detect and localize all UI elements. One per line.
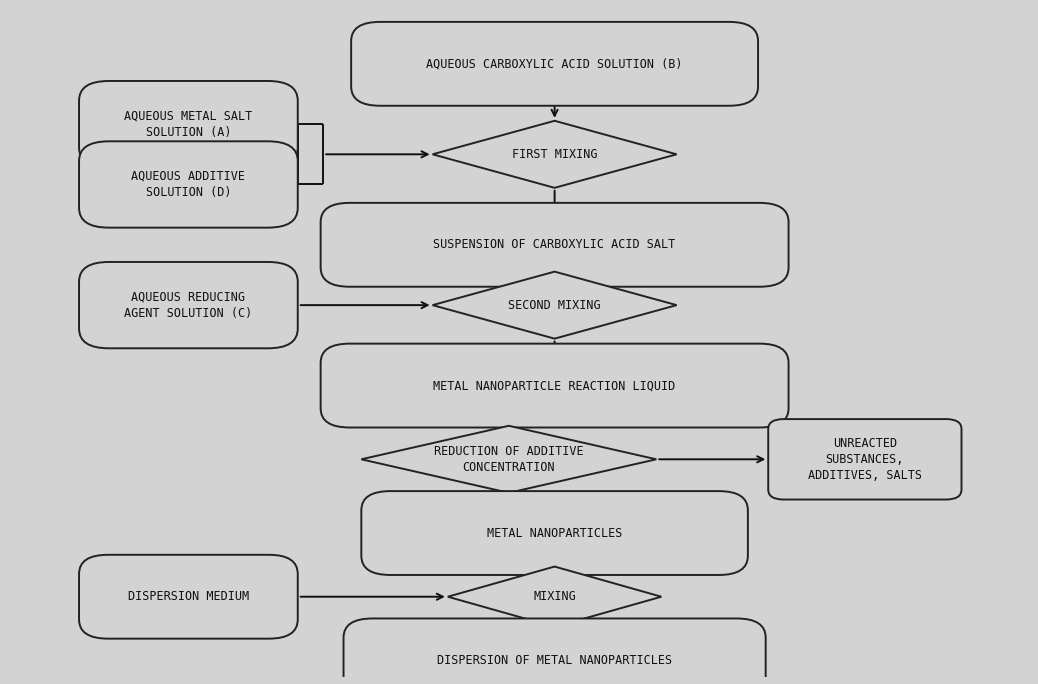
FancyBboxPatch shape xyxy=(79,81,298,168)
FancyBboxPatch shape xyxy=(321,343,789,428)
FancyBboxPatch shape xyxy=(79,555,298,639)
Text: DISPERSION OF METAL NANOPARTICLES: DISPERSION OF METAL NANOPARTICLES xyxy=(437,654,673,667)
Text: AQUEOUS CARBOXYLIC ACID SOLUTION (B): AQUEOUS CARBOXYLIC ACID SOLUTION (B) xyxy=(427,57,683,70)
FancyBboxPatch shape xyxy=(79,142,298,228)
FancyBboxPatch shape xyxy=(79,262,298,348)
Text: UNREACTED
SUBSTANCES,
ADDITIVES, SALTS: UNREACTED SUBSTANCES, ADDITIVES, SALTS xyxy=(808,437,922,482)
Text: AQUEOUS REDUCING
AGENT SOLUTION (C): AQUEOUS REDUCING AGENT SOLUTION (C) xyxy=(125,291,252,319)
Text: DISPERSION MEDIUM: DISPERSION MEDIUM xyxy=(128,590,249,603)
FancyBboxPatch shape xyxy=(351,22,758,106)
Polygon shape xyxy=(361,425,656,492)
Text: METAL NANOPARTICLES: METAL NANOPARTICLES xyxy=(487,527,623,540)
FancyBboxPatch shape xyxy=(768,419,961,499)
FancyBboxPatch shape xyxy=(344,618,766,684)
Text: FIRST MIXING: FIRST MIXING xyxy=(512,148,597,161)
Text: AQUEOUS ADDITIVE
SOLUTION (D): AQUEOUS ADDITIVE SOLUTION (D) xyxy=(132,170,245,199)
Text: AQUEOUS METAL SALT
SOLUTION (A): AQUEOUS METAL SALT SOLUTION (A) xyxy=(125,109,252,139)
Text: SECOND MIXING: SECOND MIXING xyxy=(509,299,601,312)
Text: SUSPENSION OF CARBOXYLIC ACID SALT: SUSPENSION OF CARBOXYLIC ACID SALT xyxy=(434,238,676,251)
Text: REDUCTION OF ADDITIVE
CONCENTRATION: REDUCTION OF ADDITIVE CONCENTRATION xyxy=(434,445,583,474)
Polygon shape xyxy=(447,566,661,627)
Polygon shape xyxy=(433,121,677,188)
FancyBboxPatch shape xyxy=(321,203,789,287)
Text: METAL NANOPARTICLE REACTION LIQUID: METAL NANOPARTICLE REACTION LIQUID xyxy=(434,379,676,392)
Text: MIXING: MIXING xyxy=(534,590,576,603)
Polygon shape xyxy=(433,272,677,339)
FancyBboxPatch shape xyxy=(361,491,747,575)
